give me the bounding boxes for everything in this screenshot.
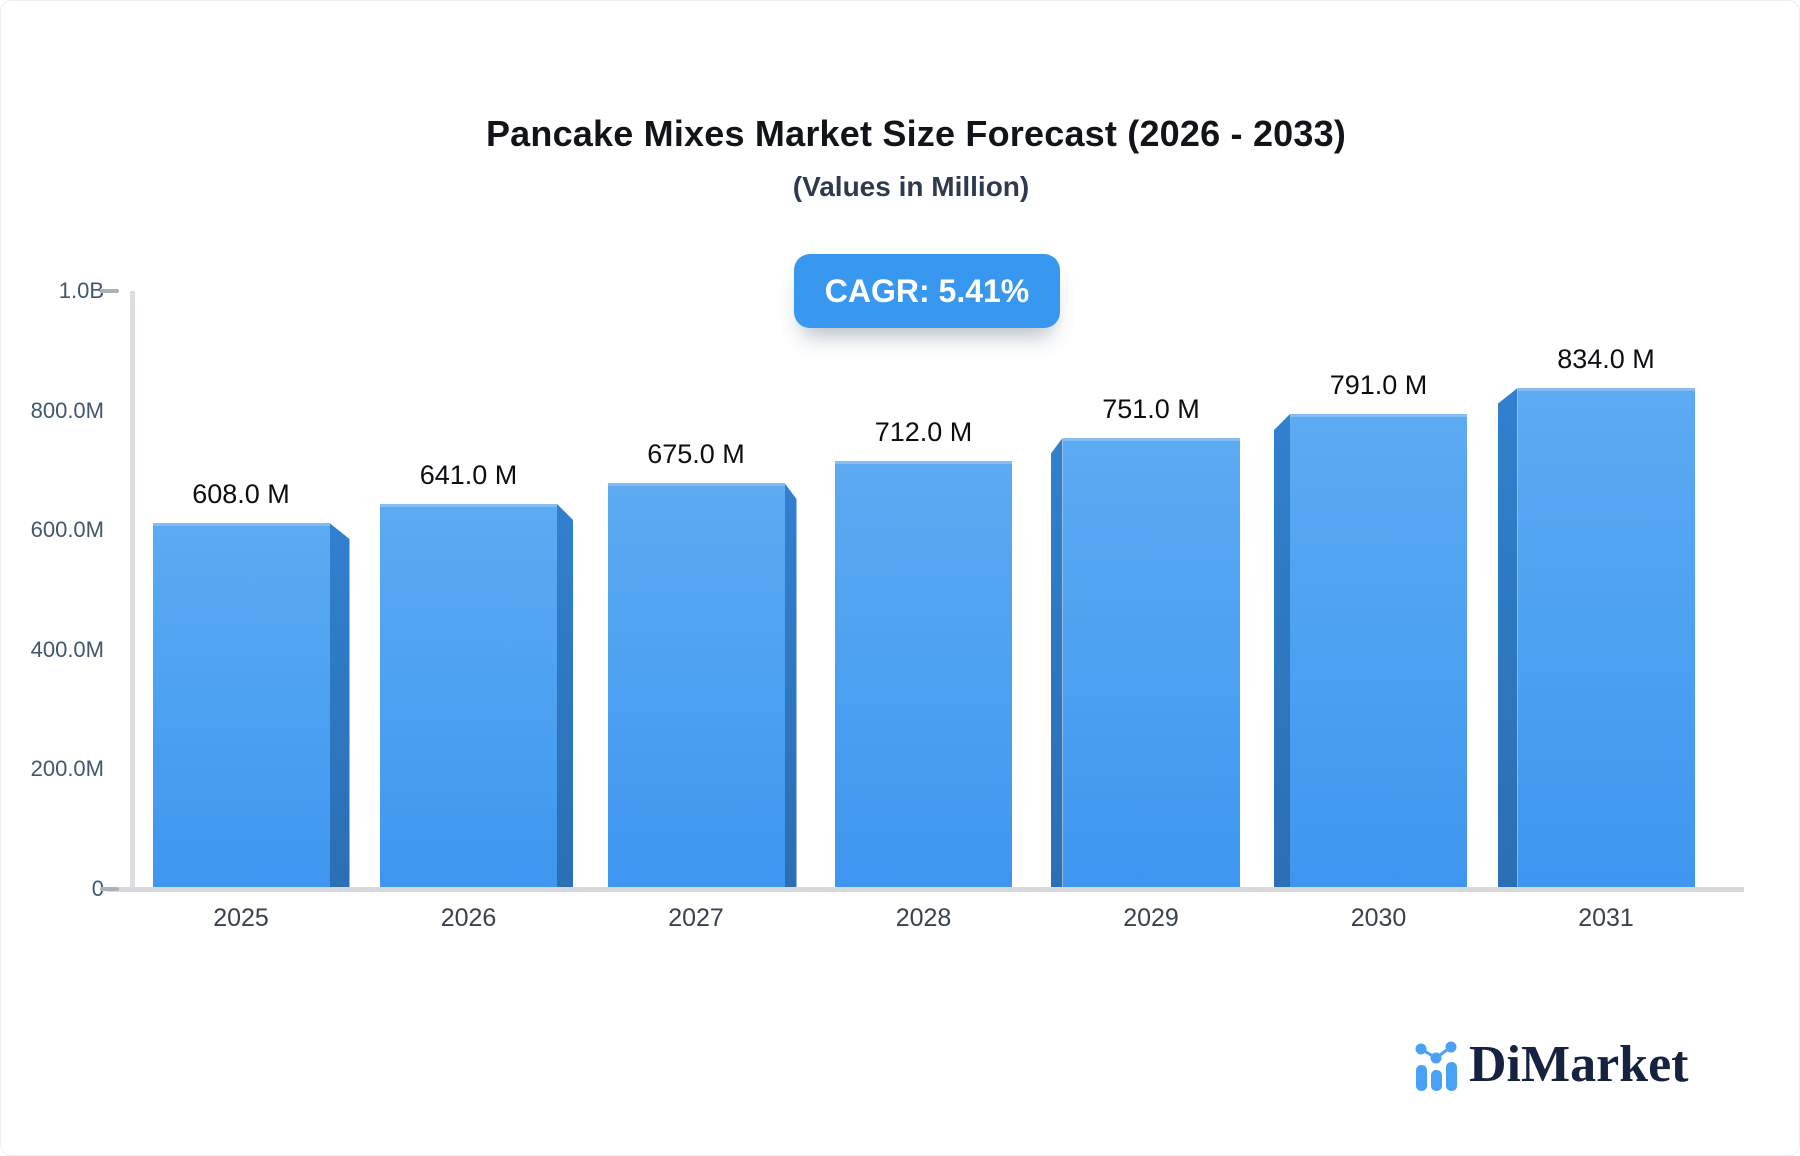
bar-2026: [380, 504, 557, 887]
bar-2031: [1517, 388, 1695, 887]
x-axis-category-label: 2030: [1350, 904, 1407, 932]
bar-2028: [835, 461, 1012, 887]
cagr-badge-label: CAGR: 5.41%: [824, 272, 1030, 309]
chart-subtitle: (Values in Million): [792, 171, 1030, 202]
x-axis-baseline: [106, 887, 1744, 892]
y-axis-tick-label: 1.0B: [58, 278, 104, 303]
y-axis-tick-label: 600.0M: [30, 517, 104, 543]
chart-title: Pancake Mixes Market Size Forecast (2026…: [485, 113, 1347, 154]
y-axis-tick-label: 800.0M: [30, 397, 104, 423]
brand-name: DiMarket: [1469, 1036, 1689, 1093]
brand-chart-icon: [1413, 1039, 1459, 1091]
bar-2029: [1062, 438, 1240, 887]
bar-side-face-2030: [1274, 414, 1290, 887]
y-axis-line: [130, 291, 135, 889]
bar-value-label: 641.0 M: [419, 460, 518, 490]
bar-value-label: 675.0 M: [647, 439, 745, 469]
bar-side-face-2026: [557, 504, 573, 887]
brand-logo: DiMarket: [1413, 1039, 1688, 1091]
x-axis-category-label: 2027: [668, 904, 724, 932]
bar-2025: [152, 523, 330, 887]
bar-value-label: 791.0 M: [1329, 370, 1428, 400]
bar-side-face-2031: [1497, 388, 1518, 887]
x-axis-category-label: 2029: [1123, 904, 1179, 932]
bar-value-label: 751.0 M: [1102, 394, 1200, 424]
bar-value-label: 608.0 M: [192, 479, 290, 509]
x-axis-category-label: 2031: [1578, 904, 1634, 932]
y-axis-tick-label: 0: [91, 876, 104, 901]
y-axis-tick-mark: [100, 289, 119, 293]
bar-side-face-2027: [784, 483, 797, 887]
y-axis-tick-label: 200.0M: [30, 756, 104, 782]
cagr-badge: CAGR: 5.41%: [794, 254, 1060, 328]
bar-side-face-2029: [1050, 438, 1063, 887]
bar-value-label: 834.0 M: [1557, 344, 1655, 374]
bar-2030: [1290, 414, 1467, 887]
x-axis-category-label: 2028: [895, 904, 952, 932]
bar-value-label: 712.0 M: [874, 417, 973, 447]
x-axis-category-label: 2026: [440, 904, 497, 932]
y-axis-tick-label: 400.0M: [30, 636, 104, 662]
x-axis-category-label: 2025: [213, 904, 269, 932]
bar-side-face-2025: [329, 523, 350, 887]
bar-2027: [607, 483, 785, 887]
y-axis-tick-mark: [100, 887, 119, 891]
